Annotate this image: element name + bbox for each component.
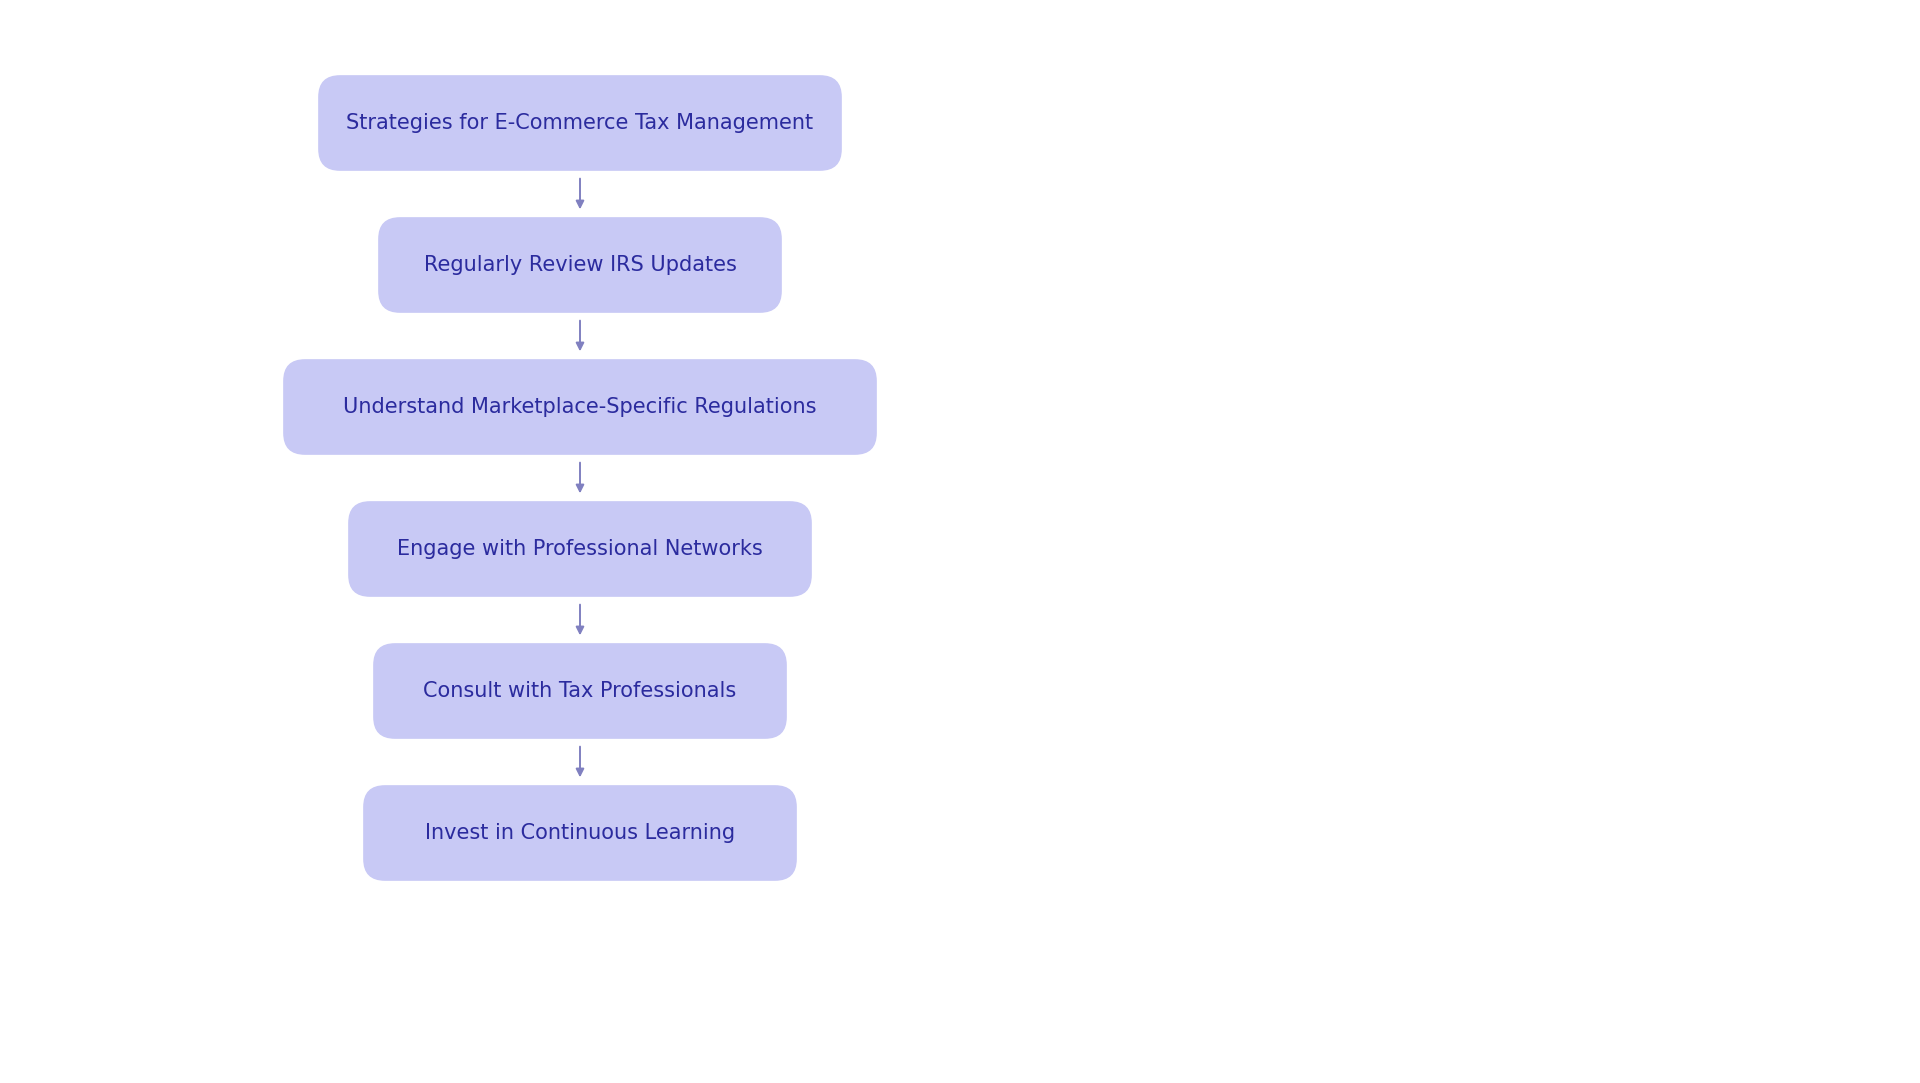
FancyBboxPatch shape <box>378 218 781 313</box>
FancyBboxPatch shape <box>282 360 877 455</box>
FancyBboxPatch shape <box>348 501 812 597</box>
Text: Invest in Continuous Learning: Invest in Continuous Learning <box>424 823 735 843</box>
Text: Consult with Tax Professionals: Consult with Tax Professionals <box>424 681 737 701</box>
Text: Engage with Professional Networks: Engage with Professional Networks <box>397 539 762 559</box>
FancyBboxPatch shape <box>319 75 841 171</box>
Text: Strategies for E-Commerce Tax Management: Strategies for E-Commerce Tax Management <box>346 113 814 133</box>
Text: Understand Marketplace-Specific Regulations: Understand Marketplace-Specific Regulati… <box>344 397 816 417</box>
FancyBboxPatch shape <box>363 785 797 880</box>
FancyBboxPatch shape <box>372 643 787 739</box>
Text: Regularly Review IRS Updates: Regularly Review IRS Updates <box>424 255 737 275</box>
